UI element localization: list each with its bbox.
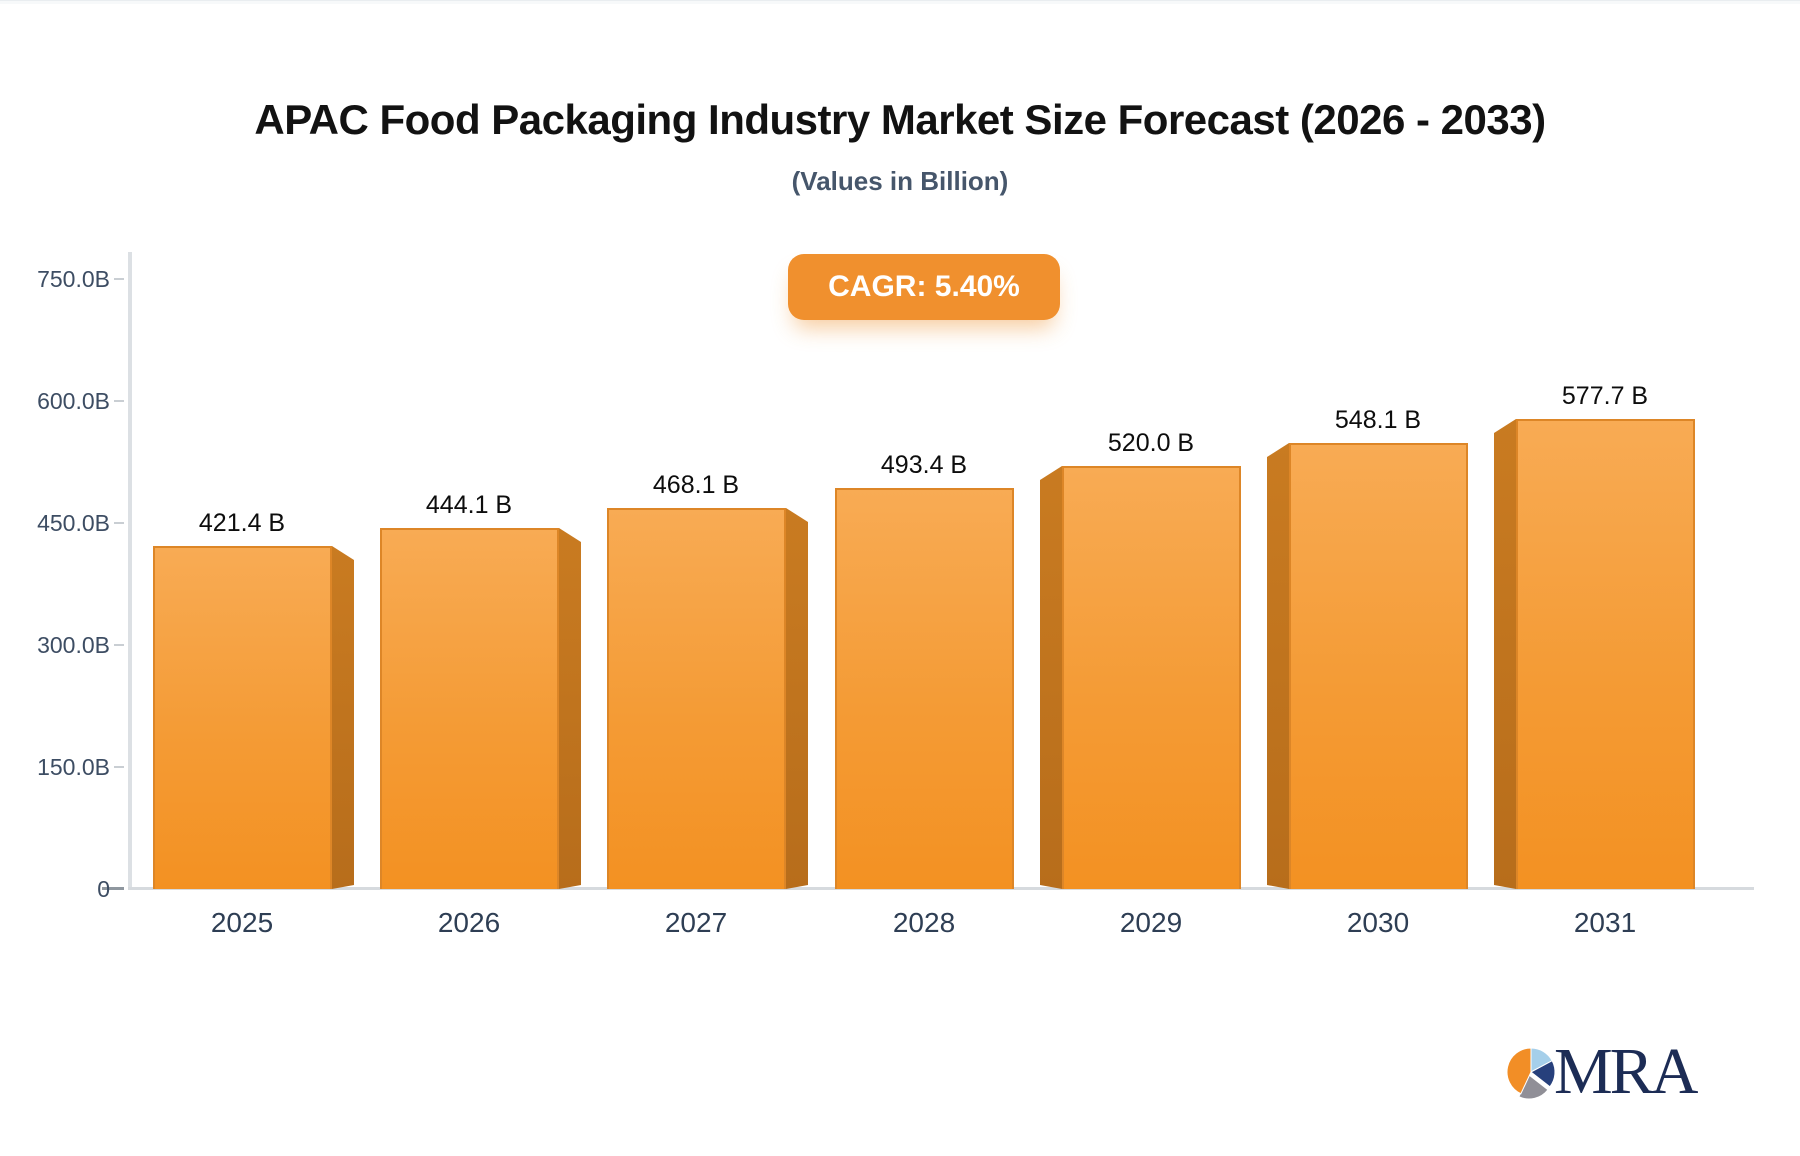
x-axis-label: 2025 — [210, 907, 274, 938]
y-axis-tick — [114, 522, 124, 524]
bar-value-label: 577.7 B — [1561, 382, 1649, 410]
y-axis-label: 0 — [97, 876, 110, 902]
y-axis-tick-zero — [102, 887, 124, 890]
bar-2030 — [1289, 443, 1468, 889]
bar-2026 — [380, 528, 559, 889]
x-axis-label: 2026 — [437, 907, 501, 938]
y-axis-label: 450.0B — [37, 510, 110, 536]
pie-slice-navy — [1530, 1060, 1556, 1088]
bar-2029 — [1062, 466, 1241, 889]
bar-side-2031 — [1494, 419, 1516, 889]
pie-slice-gray — [1518, 1074, 1549, 1100]
y-axis-tick — [114, 766, 124, 768]
x-axis-label: 2028 — [892, 907, 956, 938]
mra-logo-text: MRA — [1554, 1035, 1698, 1108]
x-axis-label: 2027 — [664, 907, 728, 938]
y-axis-label: 750.0B — [37, 266, 110, 292]
x-axis-label: 2030 — [1346, 907, 1410, 938]
bar-2027 — [607, 508, 786, 889]
bar-side-2025 — [332, 546, 354, 889]
top-border-strip — [0, 0, 1800, 4]
bar-value-label: 548.1 B — [1334, 406, 1422, 434]
bar-side-2030 — [1267, 443, 1289, 889]
mra-logo: MRA — [1504, 1035, 1698, 1112]
bar-side-2029 — [1040, 466, 1062, 889]
y-axis-tick — [114, 644, 124, 646]
bar-side-2027 — [786, 508, 808, 889]
cagr-badge: CAGR: 5.40% — [788, 254, 1060, 320]
chart-title: APAC Food Packaging Industry Market Size… — [254, 96, 1546, 143]
cagr-badge-label: CAGR: 5.40% — [828, 270, 1020, 303]
bar-2025 — [153, 546, 332, 889]
chart-subtitle: (Values in Billion) — [791, 166, 1009, 196]
bar-side-2026 — [559, 528, 581, 889]
y-axis-label: 600.0B — [37, 388, 110, 414]
bar-value-label: 493.4 B — [880, 451, 968, 479]
bar-value-label: 468.1 B — [652, 471, 740, 499]
x-axis-label: 2031 — [1573, 907, 1637, 938]
mra-logo-pie-icon — [1506, 1047, 1556, 1100]
pie-slice-orange — [1506, 1047, 1532, 1095]
y-axis-label: 300.0B — [37, 632, 110, 658]
y-axis-tick — [114, 400, 124, 402]
y-axis-label: 150.0B — [37, 754, 110, 780]
x-axis-label: 2029 — [1119, 907, 1183, 938]
bar-value-label: 421.4 B — [198, 509, 286, 537]
bar-2028 — [835, 488, 1014, 889]
y-axis-line — [128, 252, 132, 889]
bar-2031 — [1516, 419, 1695, 889]
bar-value-label: 520.0 B — [1107, 429, 1195, 457]
y-axis-tick — [114, 278, 124, 280]
bar-value-label: 444.1 B — [425, 491, 513, 519]
